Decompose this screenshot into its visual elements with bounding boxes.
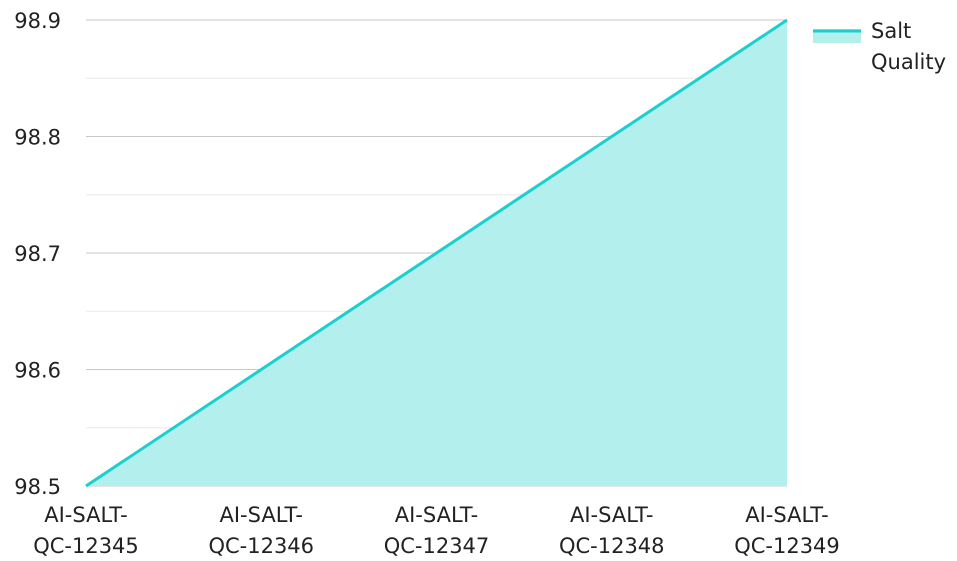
y-tick-label: 98.8 [14,126,61,150]
x-tick-label: AI-SALT-QC-12349 [734,503,840,558]
y-tick-label: 98.9 [14,9,61,33]
area-series [85,18,788,488]
axis-labels: 98.5 98.6 98.7 98.8 98.9 AI-SALT-QC-12345 AI-S… [14,9,840,558]
y-tick-label: 98.5 [14,475,61,499]
y-tick-label: 98.7 [14,242,61,266]
x-tick-label: AI-SALT-QC-12348 [559,503,665,558]
x-tick-label: AI-SALT-QC-12345 [33,503,139,558]
y-tick-label: 98.6 [14,359,61,383]
x-tick-label: AI-SALT-QC-12347 [384,503,490,558]
x-tick-label: AI-SALT-QC-12346 [208,503,314,558]
legend: Salt Quality [813,19,946,74]
legend-label: Salt Quality [871,19,946,74]
series-line [85,18,788,488]
